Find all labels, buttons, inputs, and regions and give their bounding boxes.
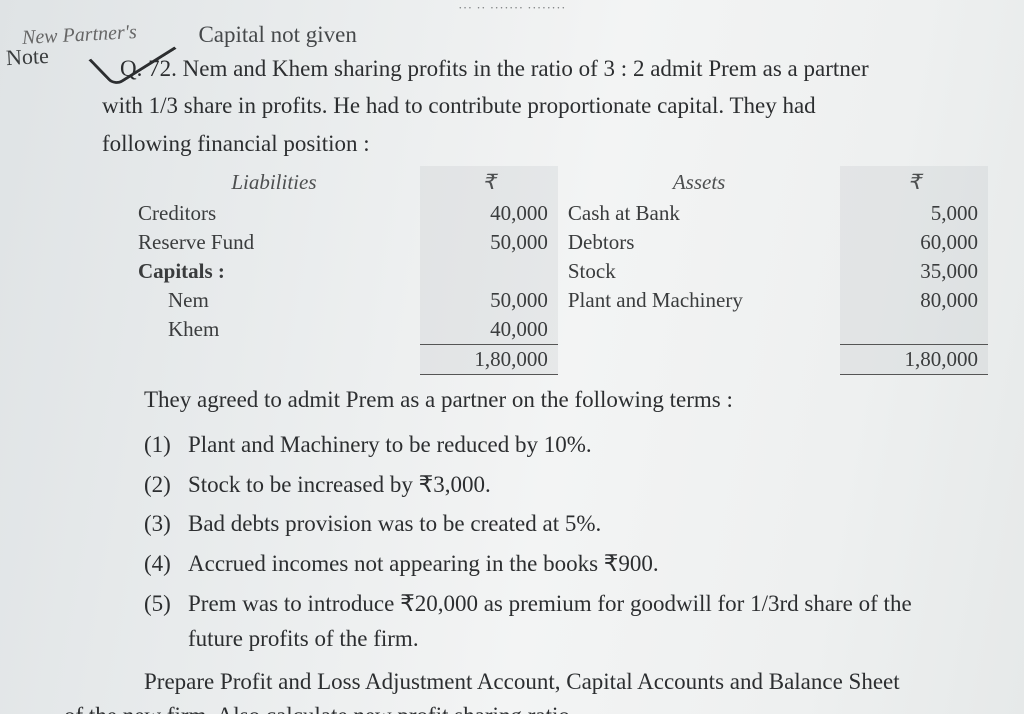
term-text: Stock to be increased by ₹3,000. (188, 472, 491, 497)
cell-lamt: 40,000 (420, 315, 558, 345)
table-row: Reserve Fund 50,000 Debtors 60,000 (128, 228, 988, 257)
page-top-cutoff: ··· ·· ······· ········ (0, 0, 1024, 20)
cell-liab: Reserve Fund (128, 228, 420, 257)
col-liab-amt: ₹ (420, 166, 558, 199)
cell-liab: Creditors (128, 199, 420, 228)
closing-b: of the new firm. Also calculate new prof… (64, 703, 576, 714)
table-row: Khem 40,000 (128, 315, 988, 345)
terms-list: (1)Plant and Machinery to be reduced by … (144, 427, 988, 657)
cell-liab: Nem (128, 286, 420, 315)
table-row: Creditors 40,000 Cash at Bank 5,000 (128, 199, 988, 228)
term-num: (5) (144, 586, 188, 622)
cell-liab: Khem (128, 315, 420, 345)
term-item: (3)Bad debts provision was to be created… (144, 506, 988, 542)
cell-asset: Cash at Bank (558, 199, 840, 228)
cell-aamt: 80,000 (840, 286, 988, 315)
cell-asset: Stock (558, 257, 840, 286)
balance-sheet-table: Liabilities ₹ Assets ₹ Creditors 40,000 … (128, 166, 988, 375)
term-text: Accrued incomes not appearing in the boo… (188, 551, 659, 576)
cell-aamt (840, 315, 988, 345)
table-header-row: Liabilities ₹ Assets ₹ (128, 166, 988, 199)
heading-tail: Capital not given (193, 22, 357, 47)
table-total-row: 1,80,000 1,80,000 (128, 345, 988, 375)
cell-asset: Plant and Machinery (558, 286, 840, 315)
cell-aamt: 60,000 (840, 228, 988, 257)
cell-aamt: 35,000 (840, 257, 988, 286)
closing-para: Prepare Profit and Loss Adjustment Accou… (64, 665, 988, 714)
cell-total-lamt: 1,80,000 (420, 345, 558, 375)
term-num: (1) (144, 427, 188, 463)
col-assets: Assets (558, 166, 840, 199)
cell-lamt: 40,000 (420, 199, 558, 228)
term-item: (4)Accrued incomes not appearing in the … (144, 546, 988, 582)
handwritten-note-2: Note (5, 43, 49, 71)
term-text-cont: future profits of the firm. (188, 621, 988, 657)
cell-aamt: 5,000 (840, 199, 988, 228)
cell-lamt: 50,000 (420, 228, 558, 257)
term-num: (2) (144, 467, 188, 503)
col-liabilities: Liabilities (128, 166, 420, 199)
term-num: (4) (144, 546, 188, 582)
cell-blank (128, 345, 420, 375)
term-text: Plant and Machinery to be reduced by 10%… (188, 432, 592, 457)
term-item: (2)Stock to be increased by ₹3,000. (144, 467, 988, 503)
terms-lead: They agreed to admit Prem as a partner o… (144, 387, 988, 413)
term-text: Prem was to introduce ₹20,000 as premium… (188, 591, 912, 616)
page: { "colors": { "paper_gradient": ["#dfe3e… (0, 0, 1024, 714)
cell-blank (558, 345, 840, 375)
cell-asset: Debtors (558, 228, 840, 257)
cell-lamt: 50,000 (420, 286, 558, 315)
cell-lamt (420, 257, 558, 286)
closing-a: Prepare Profit and Loss Adjustment Accou… (144, 669, 900, 694)
question-line-1: Q. 72. Nem and Khem sharing profits in t… (64, 52, 988, 85)
question-line-3: following financial position : (102, 127, 988, 160)
cell-total-aamt: 1,80,000 (840, 345, 988, 375)
term-num: (3) (144, 506, 188, 542)
term-item: (1)Plant and Machinery to be reduced by … (144, 427, 988, 463)
term-item: (5)Prem was to introduce ₹20,000 as prem… (144, 586, 988, 657)
heading-line: New Partner's Capital not given (64, 22, 988, 48)
cell-liab: Capitals : (128, 257, 420, 286)
question-text-a: Nem and Khem sharing profits in the rati… (183, 56, 869, 81)
cell-asset (558, 315, 840, 345)
question-line-2: with 1/3 share in profits. He had to con… (102, 89, 988, 122)
term-text: Bad debts provision was to be created at… (188, 511, 601, 536)
table-row: Capitals : Stock 35,000 (128, 257, 988, 286)
col-asset-amt: ₹ (840, 166, 988, 199)
table-row: Nem 50,000 Plant and Machinery 80,000 (128, 286, 988, 315)
